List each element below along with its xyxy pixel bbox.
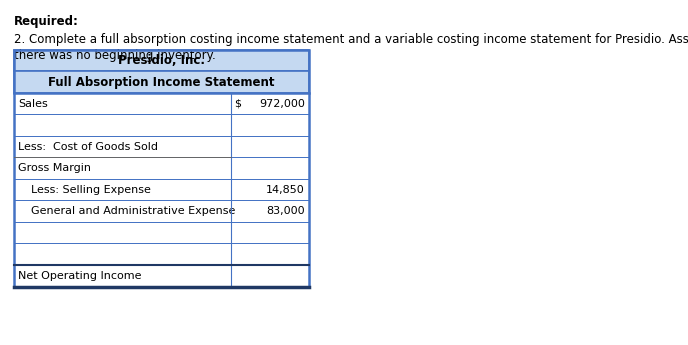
- Text: 83,000: 83,000: [266, 206, 305, 216]
- Bar: [14, 265, 309, 286]
- Text: 14,850: 14,850: [266, 185, 305, 195]
- Text: Gross Margin: Gross Margin: [18, 163, 91, 173]
- Bar: [14, 136, 309, 158]
- Bar: [14, 50, 309, 286]
- Bar: [14, 71, 309, 93]
- Text: 2. Complete a full absorption costing income statement and a variable costing in: 2. Complete a full absorption costing in…: [14, 32, 688, 46]
- Text: $: $: [235, 99, 241, 109]
- Bar: [14, 115, 309, 136]
- Bar: [14, 158, 309, 179]
- Text: Full Absorption Income Statement: Full Absorption Income Statement: [48, 76, 275, 89]
- Text: Less: Selling Expense: Less: Selling Expense: [24, 185, 151, 195]
- Bar: [14, 50, 309, 71]
- Text: Net Operating Income: Net Operating Income: [18, 271, 142, 281]
- Bar: [14, 222, 309, 244]
- Text: there was no beginning inventory.: there was no beginning inventory.: [14, 49, 216, 62]
- Text: Less:  Cost of Goods Sold: Less: Cost of Goods Sold: [18, 142, 158, 152]
- Bar: [14, 179, 309, 200]
- Text: Sales: Sales: [18, 99, 47, 109]
- Text: General and Administrative Expense: General and Administrative Expense: [24, 206, 235, 216]
- Bar: [14, 244, 309, 265]
- Text: Presidio, Inc.: Presidio, Inc.: [118, 54, 205, 67]
- Text: 972,000: 972,000: [259, 99, 305, 109]
- Bar: [14, 93, 309, 115]
- Bar: [14, 200, 309, 222]
- Text: Required:: Required:: [14, 15, 79, 28]
